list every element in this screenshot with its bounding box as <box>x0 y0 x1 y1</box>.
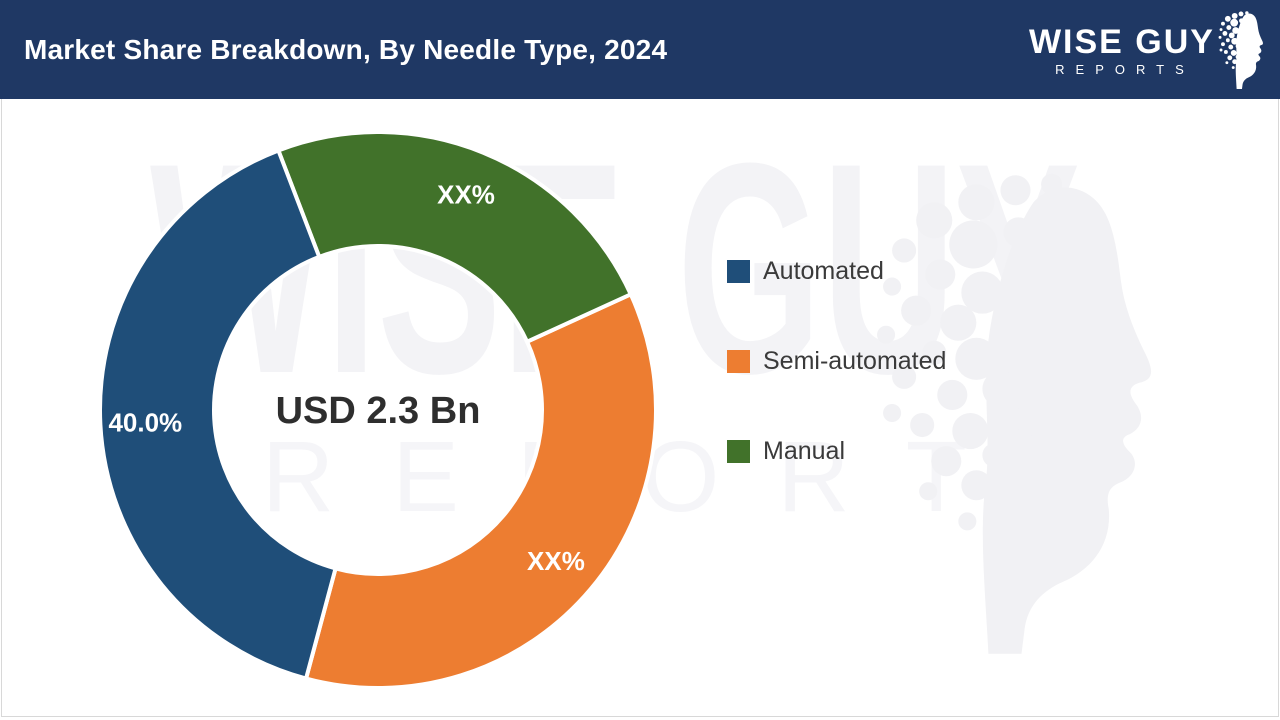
legend-item-automated: Automated <box>727 255 946 287</box>
brand-logo-wordmark: WISE GUY <box>1028 22 1215 61</box>
legend-marker <box>727 439 750 463</box>
donut-segment-label: 40.0% <box>108 408 182 438</box>
legend-marker <box>727 349 750 373</box>
donut-segment-label: XX% <box>437 180 495 210</box>
header-bar: Market Share Breakdown, By Needle Type, … <box>0 0 1280 99</box>
legend-item-manual: Manual <box>727 435 946 467</box>
brand-logo: WISE GUY REPORTS <box>1029 8 1266 92</box>
brand-face-icon <box>1217 11 1266 90</box>
legend-label: Automated <box>763 257 884 285</box>
legend-label: Semi-automated <box>763 347 947 375</box>
legend-marker <box>727 259 750 283</box>
chart-legend: Automated Semi-automated Manual <box>727 255 946 467</box>
brand-logo-reports: REPORTS <box>1055 61 1195 77</box>
brand-logo-text: WISE GUY REPORTS <box>1029 24 1215 77</box>
logo-face-svg <box>1218 11 1263 90</box>
donut-segment-manual <box>275 130 634 345</box>
legend-label: Manual <box>763 437 845 465</box>
donut-segment-semi-automated <box>303 291 658 690</box>
donut-segment-automated <box>98 147 339 681</box>
donut-center-label: USD 2.3 Bn <box>276 390 481 432</box>
page-title: Market Share Breakdown, By Needle Type, … <box>24 33 668 65</box>
legend-item-semi-automated: Semi-automated <box>727 345 946 377</box>
donut-segment-label: XX% <box>527 546 585 576</box>
